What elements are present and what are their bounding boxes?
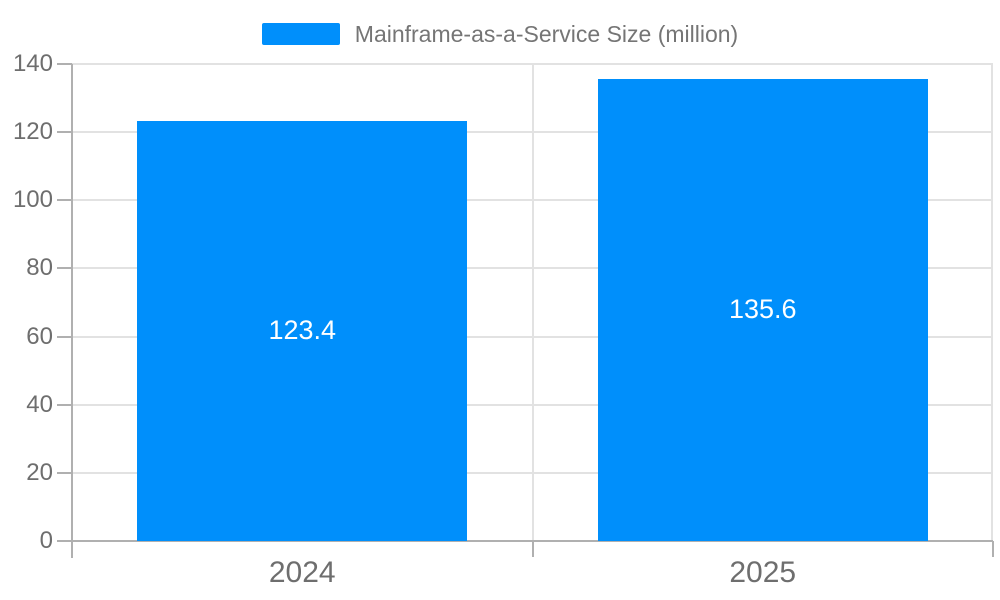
x-tick-label: 2025 [729,556,797,589]
y-tick-label: 100 [12,186,53,214]
x-tick-label: 2024 [268,556,336,589]
y-tick-label: 20 [26,458,53,486]
y-tick-label: 60 [26,322,53,350]
plot-border-right [991,64,993,541]
bar-value-label: 123.4 [268,315,337,346]
y-tick-label: 80 [26,254,53,282]
legend: Mainframe-as-a-Service Size (million) [0,21,1000,47]
gridline-vertical [531,64,534,541]
y-tick-label: 120 [12,118,53,146]
y-tick-label: 0 [39,527,53,554]
y-axis-tick [57,267,72,270]
x-axis-tick [71,541,73,557]
y-axis-tick [57,335,72,338]
x-axis-tick [531,541,534,557]
y-tick-label: 140 [12,50,53,77]
y-axis-tick [57,540,72,542]
y-axis-tick [57,199,72,202]
bar-value-label: 135.6 [728,294,797,325]
y-axis-tick [57,63,72,65]
legend-swatch-icon [261,23,340,45]
legend-label: Mainframe-as-a-Service Size (million) [354,21,739,47]
bar[interactable]: 123.4 [137,120,468,541]
y-axis-tick [57,403,72,406]
bar[interactable]: 135.6 [597,78,928,541]
y-axis-tick [57,131,72,134]
x-axis-tick [992,541,994,557]
y-axis-tick [57,471,72,474]
legend-item[interactable]: Mainframe-as-a-Service Size (million) [261,21,739,47]
y-axis-line [71,64,73,558]
y-tick-label: 40 [26,390,53,418]
